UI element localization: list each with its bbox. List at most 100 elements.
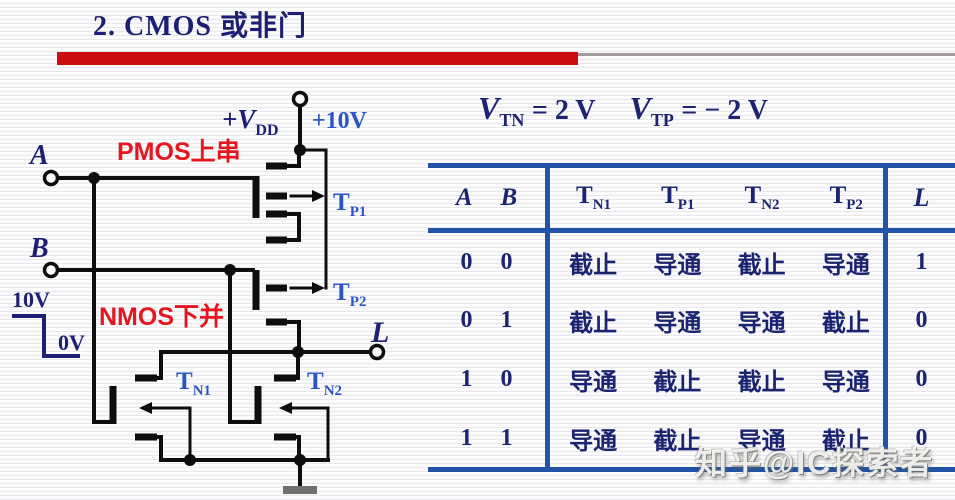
- cell-tp2-state: 截止: [821, 310, 870, 337]
- cell-a: 1: [460, 365, 473, 392]
- table-vertical-separator-2: [883, 163, 888, 472]
- bulk-connections: [148, 148, 330, 460]
- tp2-bulk-arrow-icon: [312, 282, 325, 294]
- cell-tn2-state: 导通: [737, 428, 786, 455]
- cell-b: 0: [500, 365, 513, 392]
- header-tn1-subscript: N1: [592, 197, 612, 213]
- cell-l: 1: [915, 248, 928, 275]
- tn2-ground-dot: [294, 454, 306, 466]
- b-gate-wire: [228, 268, 258, 424]
- vdd-junction-dot: [294, 144, 306, 156]
- output-l-terminal: [368, 343, 386, 361]
- threshold-equations: VTN = 2 V VTP = − 2 V: [478, 90, 768, 131]
- vtp-equation: VTP = − 2 V: [630, 90, 768, 131]
- table-header-row: A B TN1 TP1 TN2 TP2 L: [428, 168, 955, 228]
- header-tp2-subscript: P2: [846, 197, 863, 213]
- tp1-channel-stubs: [266, 162, 287, 218]
- ground-icon: [283, 486, 317, 494]
- input-b-terminal: [42, 261, 60, 279]
- vdd-label-subscript: DD: [255, 122, 278, 139]
- vtn-symbol: V: [478, 90, 500, 126]
- vtn-subscript: TN: [499, 110, 525, 130]
- cmos-nor-circuit-diagram: +VDD +10V A B L PMOS上串 NMOS下并 TP1 TP2 TN…: [12, 90, 389, 494]
- cell-tp1-state: 导通: [653, 252, 702, 279]
- tn2-label-symbol: T: [307, 368, 324, 395]
- cell-a: 0: [460, 306, 473, 333]
- cell-tp2-state: 截止: [821, 428, 870, 455]
- tp2-label-subscript: P2: [350, 294, 367, 310]
- cell-tp1-state: 导通: [653, 310, 702, 337]
- header-a: A: [455, 184, 473, 211]
- wave-high-label: 10V: [12, 287, 50, 312]
- header-tn2-symbol: T: [744, 182, 762, 209]
- tp1-bulk-arrow-icon: [312, 190, 325, 202]
- tn1-ground-dot: [184, 454, 196, 466]
- tn1-channel-stubs: [135, 374, 157, 441]
- table-vertical-separator-1: [545, 163, 550, 472]
- header-tn2-subscript: N2: [761, 197, 780, 213]
- vdd-terminal: [291, 90, 309, 108]
- cell-l: 0: [915, 424, 928, 451]
- tn2-label: TN2: [307, 368, 342, 399]
- header-tp1-subscript: P1: [677, 197, 695, 213]
- input-a-terminal: [42, 169, 60, 187]
- tp2-label: TP2: [333, 279, 366, 310]
- supply-voltage-label: +10V: [312, 108, 368, 134]
- cell-tn2-state: 截止: [737, 369, 786, 396]
- cell-tn1-state: 截止: [569, 252, 618, 279]
- cell-l: 0: [915, 306, 928, 333]
- header-tn1: TN1: [576, 182, 611, 214]
- output-junction-dot: [292, 346, 304, 358]
- tp1-drain-conn: [285, 149, 301, 168]
- vtp-symbol: V: [629, 90, 651, 126]
- vtn-equation: VTN = 2 V: [478, 90, 596, 131]
- tn2-label-subscript: N2: [324, 383, 342, 399]
- output-l-label: L: [370, 316, 389, 349]
- input-b-label: B: [29, 233, 49, 264]
- tn2-bulk-line: [288, 406, 330, 460]
- cell-tn1-state: 截止: [569, 310, 618, 337]
- vdd-label: +VDD: [222, 104, 279, 139]
- page-title: 2. CMOS 或非门: [93, 11, 308, 42]
- tn1-label-subscript: N1: [193, 383, 211, 399]
- a-junction-dot: [88, 172, 100, 184]
- watermark: 知乎@IC探索者: [695, 445, 935, 481]
- a-gate-wire: [92, 176, 113, 424]
- cell-tn1-state: 导通: [569, 369, 618, 396]
- tn1-bulk-line: [148, 406, 192, 460]
- tp2-channel-stubs: [266, 236, 287, 326]
- cell-tp1-state: 截止: [653, 428, 702, 455]
- cell-b: 1: [500, 306, 513, 333]
- cell-tn2-state: 截止: [737, 252, 786, 279]
- tn1-label-symbol: T: [176, 368, 193, 395]
- cell-tn1-state: 导通: [569, 428, 618, 455]
- tp1-tp2-conn: [285, 212, 301, 242]
- tn1-bulk-arrow-icon: [139, 402, 152, 414]
- header-tp1-symbol: T: [661, 182, 678, 209]
- vtp-subscript: TP: [650, 110, 674, 130]
- pmos-series-note: PMOS上串: [117, 137, 241, 166]
- header-l: L: [913, 183, 930, 212]
- pmos-bulk-bus: [298, 148, 328, 290]
- title-underline-bar: [57, 52, 578, 65]
- table-bottom-border: [428, 467, 955, 472]
- tp2-label-symbol: T: [333, 279, 350, 306]
- header-b: B: [500, 184, 518, 211]
- cell-b: 0: [500, 248, 513, 275]
- tn1-source-conn: [154, 435, 163, 462]
- header-tn2: TN2: [745, 182, 780, 214]
- nmos-parallel-note: NMOS下并: [99, 302, 224, 331]
- cell-l: 0: [915, 365, 928, 392]
- cell-b: 1: [500, 424, 513, 451]
- table-header-separator: [428, 228, 955, 233]
- tp1-label: TP1: [333, 189, 366, 220]
- tn1-drain-conn: [154, 350, 163, 380]
- vtn-value: = 2 V: [531, 95, 596, 126]
- tp1-label-subscript: P1: [350, 204, 367, 220]
- vdd-label-symbol: +V: [222, 104, 257, 134]
- junction-dots: [88, 144, 306, 466]
